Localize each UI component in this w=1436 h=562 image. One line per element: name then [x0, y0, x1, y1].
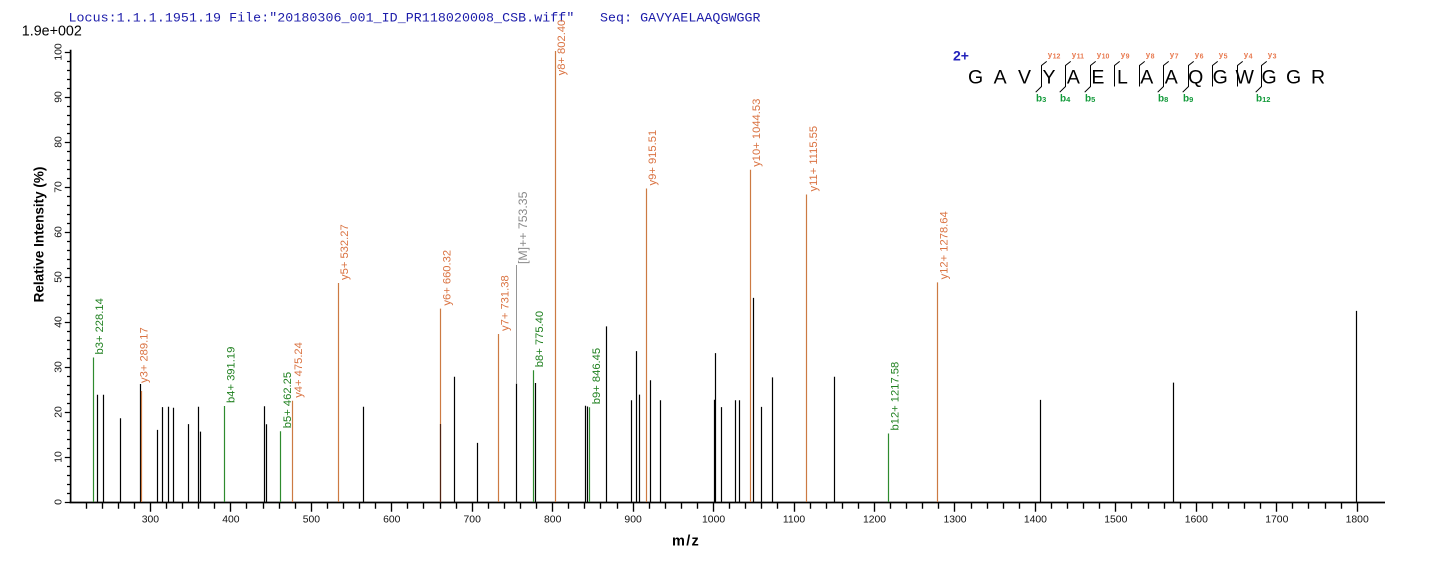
svg-text:y11: y11 [1072, 51, 1084, 61]
svg-text:1000: 1000 [702, 514, 725, 525]
svg-text:y8+ 802.40: y8+ 802.40 [556, 20, 568, 76]
svg-text:Locus:1.1.1.1951.19 File:"2018: Locus:1.1.1.1951.19 File:"20180306_001_I… [69, 11, 575, 26]
svg-text:400: 400 [222, 514, 240, 525]
svg-text:10: 10 [54, 451, 65, 463]
svg-text:b12: b12 [1256, 94, 1270, 105]
svg-text:A: A [1067, 67, 1080, 89]
svg-text:100: 100 [54, 43, 65, 61]
svg-text:b3+ 228.14: b3+ 228.14 [94, 298, 106, 354]
svg-text:y5+ 532.27: y5+ 532.27 [339, 224, 351, 280]
svg-text:[M]++ 753.35: [M]++ 753.35 [516, 191, 530, 264]
svg-text:Q: Q [1188, 67, 1203, 89]
svg-text:y4+ 475.24: y4+ 475.24 [293, 342, 305, 398]
svg-text:b9: b9 [1183, 94, 1193, 105]
svg-text:b5: b5 [1085, 94, 1095, 105]
svg-text:A: A [1140, 67, 1153, 89]
svg-text:b9+ 846.45: b9+ 846.45 [591, 348, 603, 404]
svg-text:G: G [1262, 67, 1277, 89]
svg-text:y7+ 731.38: y7+ 731.38 [499, 275, 511, 331]
svg-text:500: 500 [303, 514, 321, 525]
svg-text:V: V [1018, 67, 1031, 89]
svg-text:0: 0 [54, 499, 65, 505]
svg-text:b4+ 391.19: b4+ 391.19 [225, 347, 237, 403]
svg-text:Seq: GAVYAELAAQGWGGR: Seq: GAVYAELAAQGWGGR [600, 11, 761, 26]
svg-text:y10: y10 [1097, 51, 1110, 61]
svg-text:1200: 1200 [863, 514, 886, 525]
svg-text:y11+ 1115.55: y11+ 1115.55 [808, 126, 820, 192]
svg-text:y7: y7 [1170, 51, 1179, 61]
svg-text:b4: b4 [1060, 94, 1071, 105]
svg-text:b3: b3 [1036, 94, 1046, 105]
svg-text:1100: 1100 [783, 514, 806, 525]
svg-text:y12+ 1278.64: y12+ 1278.64 [938, 211, 950, 279]
svg-text:m/z: m/z [672, 534, 700, 550]
svg-text:300: 300 [142, 514, 160, 525]
svg-text:1600: 1600 [1185, 514, 1208, 525]
svg-text:1800: 1800 [1346, 514, 1369, 525]
svg-text:20: 20 [54, 406, 65, 418]
svg-text:G: G [968, 67, 983, 89]
svg-text:y5: y5 [1219, 51, 1228, 61]
svg-text:y12: y12 [1048, 51, 1061, 61]
svg-text:Relative Intensity (%): Relative Intensity (%) [32, 167, 47, 303]
svg-text:70: 70 [54, 181, 65, 193]
svg-text:y6: y6 [1195, 51, 1204, 61]
svg-text:y9+ 915.51: y9+ 915.51 [647, 130, 659, 186]
svg-text:L: L [1117, 67, 1128, 89]
svg-text:y10+ 1044.53: y10+ 1044.53 [751, 99, 763, 167]
svg-text:700: 700 [464, 514, 482, 525]
svg-text:G: G [1286, 67, 1301, 89]
svg-text:900: 900 [624, 514, 642, 525]
svg-text:b8: b8 [1158, 94, 1168, 105]
svg-text:W: W [1235, 67, 1254, 89]
svg-text:b5+ 462.25: b5+ 462.25 [282, 372, 294, 428]
svg-text:60: 60 [54, 226, 65, 238]
svg-text:1500: 1500 [1104, 514, 1127, 525]
svg-text:b12+ 1217.58: b12+ 1217.58 [889, 362, 901, 431]
svg-text:R: R [1311, 67, 1325, 89]
svg-text:Y: Y [1042, 67, 1055, 89]
svg-text:y4: y4 [1244, 51, 1253, 61]
svg-text:40: 40 [54, 316, 65, 328]
svg-text:A: A [1165, 67, 1178, 89]
svg-text:90: 90 [54, 91, 65, 103]
svg-text:y3: y3 [1268, 51, 1277, 61]
svg-text:800: 800 [544, 514, 562, 525]
svg-text:y9: y9 [1121, 51, 1130, 61]
svg-text:600: 600 [383, 514, 401, 525]
svg-text:y6+ 660.32: y6+ 660.32 [442, 250, 454, 306]
svg-text:1400: 1400 [1024, 514, 1047, 525]
svg-text:b8+ 775.40: b8+ 775.40 [534, 311, 546, 367]
svg-text:30: 30 [54, 361, 65, 373]
svg-text:A: A [994, 67, 1007, 89]
svg-text:y3+ 289.17: y3+ 289.17 [138, 327, 150, 383]
svg-text:E: E [1091, 67, 1104, 89]
svg-text:2+: 2+ [953, 48, 969, 64]
svg-text:1300: 1300 [943, 514, 966, 525]
svg-text:1.9e+002: 1.9e+002 [22, 24, 82, 40]
svg-text:y8: y8 [1146, 51, 1155, 61]
svg-text:G: G [1213, 67, 1228, 89]
svg-text:80: 80 [54, 136, 65, 148]
svg-text:50: 50 [54, 271, 65, 283]
svg-text:1700: 1700 [1265, 514, 1288, 525]
